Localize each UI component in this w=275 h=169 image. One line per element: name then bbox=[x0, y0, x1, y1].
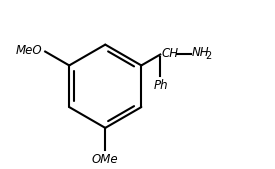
Text: CH: CH bbox=[161, 47, 178, 60]
Text: OMe: OMe bbox=[92, 153, 119, 166]
Text: Ph: Ph bbox=[154, 79, 169, 92]
Text: MeO: MeO bbox=[16, 44, 42, 57]
Text: NH: NH bbox=[192, 46, 210, 59]
Text: 2: 2 bbox=[205, 51, 211, 61]
